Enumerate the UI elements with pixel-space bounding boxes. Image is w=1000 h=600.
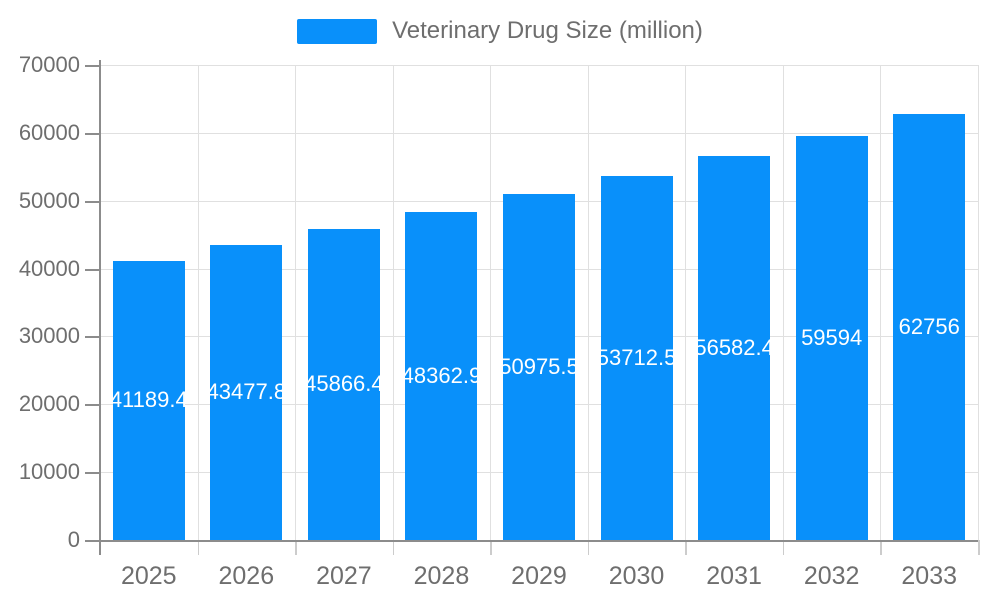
y-axis-label: 10000 — [18, 459, 80, 485]
y-axis-label: 20000 — [18, 391, 80, 417]
x-axis-line — [100, 540, 978, 542]
bar-value-label: 45866.4 — [304, 371, 384, 397]
vertical-gridline — [880, 65, 882, 540]
y-axis-tick — [85, 540, 100, 542]
y-axis-line — [99, 60, 101, 555]
vertical-gridline — [978, 65, 979, 540]
x-axis-label: 2028 — [413, 562, 470, 590]
x-axis-tick — [978, 540, 980, 555]
bar-value-label: 43477.8 — [206, 379, 287, 405]
y-axis-tick — [85, 268, 100, 271]
legend-swatch[interactable] — [297, 18, 378, 44]
bar-value-label: 56582.4 — [694, 335, 774, 361]
y-axis-tick — [85, 65, 100, 67]
bar-2025[interactable] — [112, 260, 185, 540]
bar-value-label: 62756 — [898, 314, 960, 340]
x-axis-label: 2032 — [803, 562, 860, 590]
y-axis-label: 40000 — [18, 255, 80, 281]
horizontal-gridline — [100, 132, 978, 134]
x-axis-label: 2033 — [901, 562, 958, 590]
bar-2033[interactable] — [893, 114, 966, 540]
x-axis-label: 2029 — [511, 562, 567, 590]
horizontal-gridline — [100, 65, 978, 66]
vertical-gridline — [685, 65, 687, 540]
vertical-gridline — [782, 65, 784, 540]
y-axis-tick — [85, 472, 100, 475]
y-axis-label: 50000 — [18, 187, 80, 213]
vertical-gridline — [587, 65, 589, 540]
x-axis-tick — [782, 540, 785, 555]
bar-value-label: 59594 — [801, 324, 863, 350]
x-axis-tick — [295, 540, 297, 555]
x-axis-label: 2025 — [120, 562, 177, 590]
y-axis-label: 60000 — [18, 119, 80, 145]
x-axis-tick — [490, 540, 492, 555]
x-axis-tick — [392, 540, 395, 555]
y-axis-tick — [85, 404, 100, 407]
x-axis-label: 2030 — [608, 562, 665, 590]
x-axis-label: 2027 — [316, 562, 372, 590]
bar-value-label: 41189.4 — [109, 387, 188, 413]
x-axis-tick — [587, 540, 590, 555]
bar-2027[interactable] — [307, 228, 380, 540]
vertical-gridline — [392, 65, 394, 540]
vertical-gridline — [295, 65, 297, 540]
y-axis-label: 30000 — [18, 323, 80, 349]
x-axis-tick — [197, 540, 200, 555]
y-axis-label: 0 — [67, 527, 80, 552]
bar-value-label: 50975.5 — [499, 354, 579, 380]
legend-label[interactable]: Veterinary Drug Size (million) — [392, 17, 703, 44]
y-axis-label: 70000 — [18, 52, 80, 77]
vertical-gridline — [490, 65, 492, 540]
y-axis-tick — [85, 336, 100, 339]
legend: Veterinary Drug Size (million) — [0, 17, 1000, 45]
y-axis-tick — [85, 132, 100, 135]
bar-2031[interactable] — [698, 156, 771, 540]
y-axis-tick — [85, 200, 100, 203]
x-axis-tick — [685, 540, 687, 555]
bar-value-label: 48362.9 — [401, 362, 482, 388]
bar-2030[interactable] — [600, 175, 673, 540]
vertical-gridline — [197, 65, 199, 540]
bar-2032[interactable] — [795, 135, 868, 540]
x-axis-label: 2031 — [706, 562, 762, 590]
x-axis-label: 2026 — [218, 562, 275, 590]
bar-2028[interactable] — [405, 211, 478, 540]
bar-2026[interactable] — [210, 244, 283, 540]
x-axis-tick — [880, 540, 882, 555]
bar-value-label: 53712.5 — [596, 344, 677, 370]
bar-2029[interactable] — [503, 194, 575, 540]
